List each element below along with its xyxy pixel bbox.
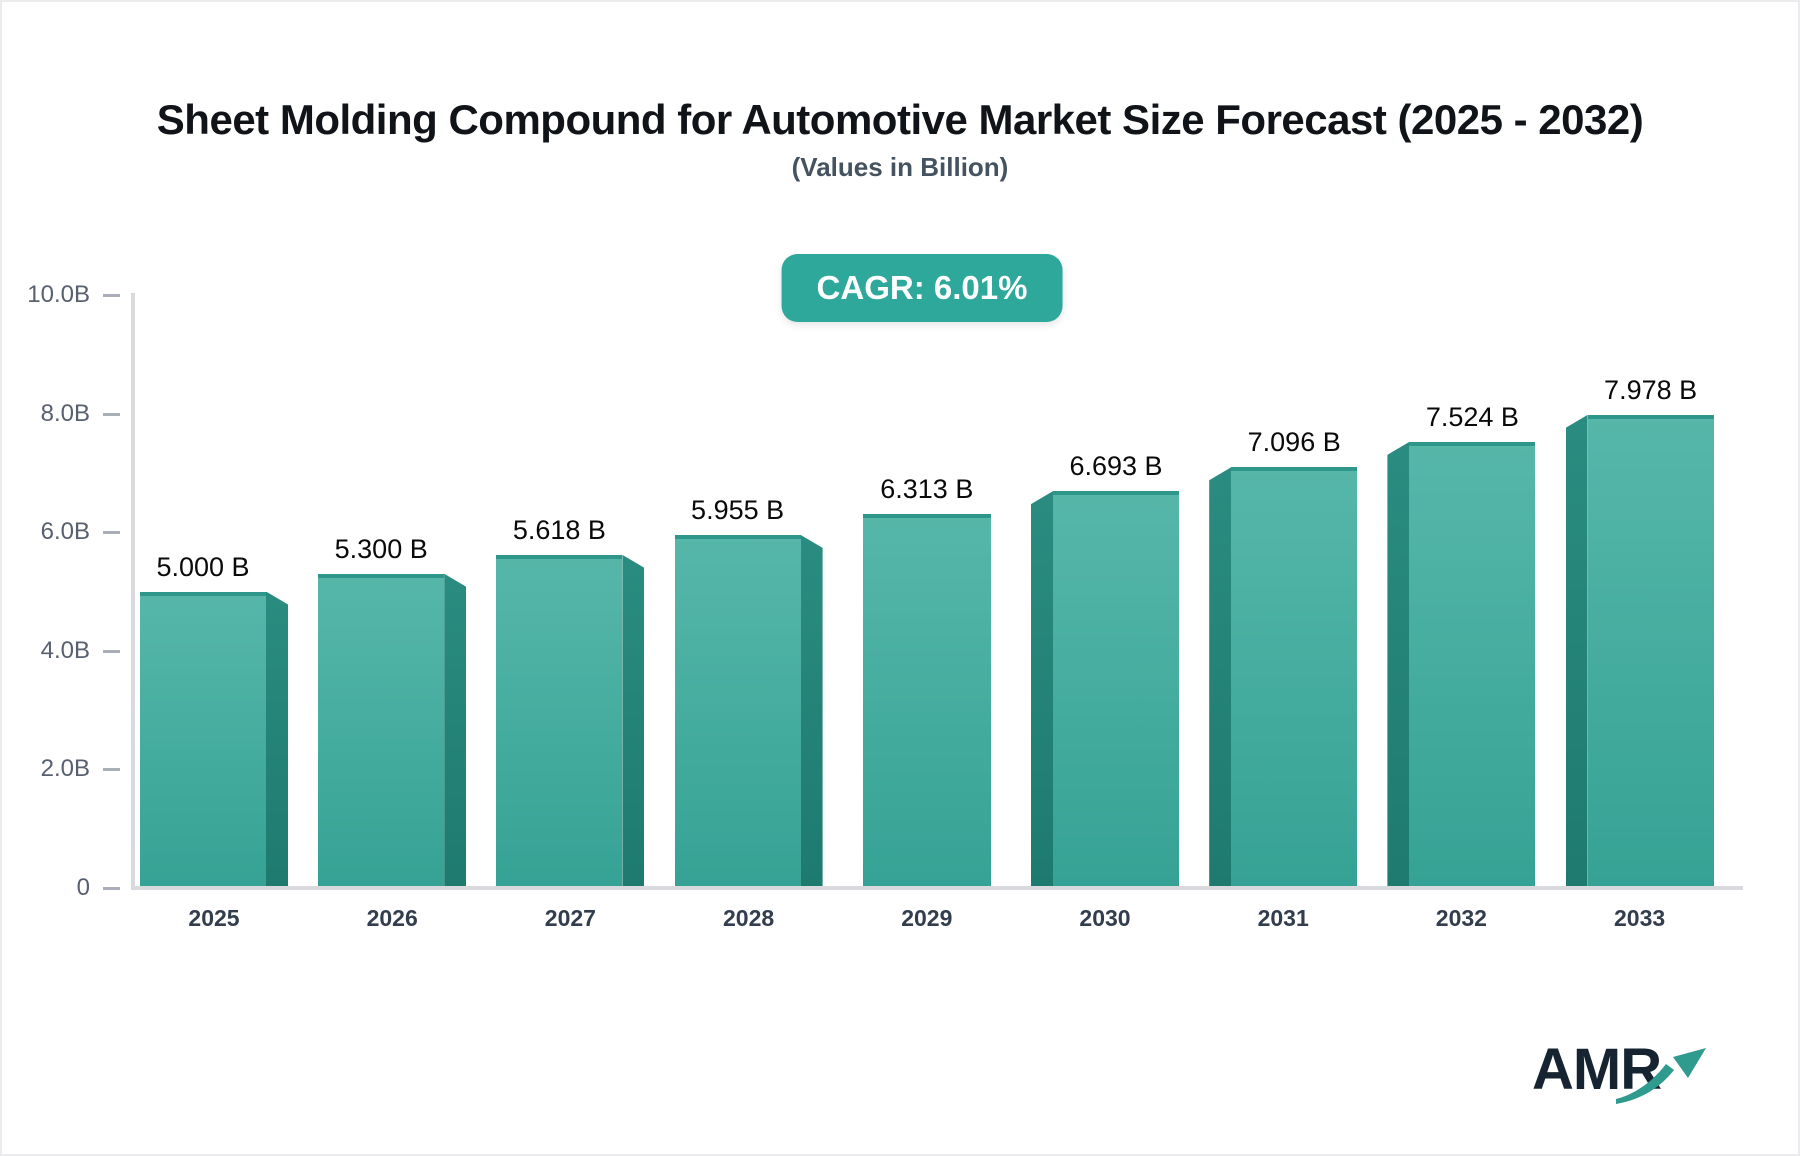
x-tick-label-2033: 2033: [1614, 905, 1666, 931]
x-tick-label-2032: 2032: [1435, 905, 1487, 931]
bar-value-label-2030: 6.693 B: [1069, 451, 1163, 482]
bar-side-2026: [444, 573, 467, 890]
bar-side-2025: [266, 591, 288, 890]
y-tick-dash: [103, 531, 120, 535]
growth-arrow-icon: [1616, 1048, 1706, 1104]
x-tick-label-2030: 2030: [1079, 905, 1131, 931]
bar-2032: [1409, 441, 1536, 890]
amr-logo: AMR: [1532, 1036, 1722, 1116]
bar-value-label-2031: 7.096 B: [1247, 427, 1341, 458]
y-tick-dash: [103, 649, 120, 653]
x-tick-label-2025: 2025: [188, 905, 240, 931]
bar-2031: [1231, 467, 1358, 890]
y-tick-dash: [103, 768, 120, 772]
x-axis-line: [131, 886, 1743, 890]
y-tick-dash: [103, 412, 120, 416]
bar-2027: [496, 554, 623, 890]
x-tick-label-2029: 2029: [901, 905, 953, 931]
bar-2026: [318, 573, 445, 890]
y-tick-label-10.0B: 10.0B: [27, 281, 90, 308]
x-tick-label-2026: 2026: [366, 905, 418, 931]
cagr-badge: CAGR: 6.01%: [781, 254, 1063, 322]
y-tick-label-8.0B: 8.0B: [40, 399, 90, 427]
bar-2028: [674, 534, 801, 890]
x-tick-label-2028: 2028: [723, 905, 775, 931]
bar-side-2032: [1387, 441, 1410, 890]
y-tick-label-2.0B: 2.0B: [40, 755, 90, 783]
chart-title: Sheet Molding Compound for Automotive Ma…: [156, 96, 1644, 143]
bar-value-label-2033: 7.978 B: [1604, 374, 1698, 405]
bar-side-2031: [1209, 467, 1232, 890]
bar-2033: [1587, 414, 1714, 890]
bar-2025: [140, 591, 266, 890]
bar-side-2030: [1031, 491, 1053, 890]
bar-side-2028: [800, 534, 823, 890]
x-tick-label-2031: 2031: [1257, 905, 1309, 931]
y-tick-label-4.0B: 4.0B: [40, 636, 90, 664]
y-tick-dash: [103, 294, 120, 297]
bar-value-label-2027: 5.618 B: [512, 514, 606, 545]
y-tick-dash: [103, 887, 120, 890]
bar-side-2033: [1565, 414, 1588, 890]
bar-side-2027: [622, 554, 645, 890]
y-axis-line: [131, 293, 135, 890]
y-tick-label-6.0B: 6.0B: [40, 518, 90, 546]
bar-2029: [862, 513, 991, 890]
bar-value-label-2032: 7.524 B: [1425, 401, 1519, 432]
x-tick-label-2027: 2027: [544, 905, 596, 931]
chart-subtitle: (Values in Billion): [791, 152, 1009, 182]
bar-value-label-2025: 5.000 B: [156, 551, 250, 582]
bar-value-label-2029: 6.313 B: [880, 473, 974, 504]
bar-value-label-2026: 5.300 B: [334, 533, 428, 564]
bar-value-label-2028: 5.955 B: [691, 494, 785, 525]
y-tick-label-0: 0: [76, 874, 90, 901]
bar-2030: [1053, 491, 1179, 890]
